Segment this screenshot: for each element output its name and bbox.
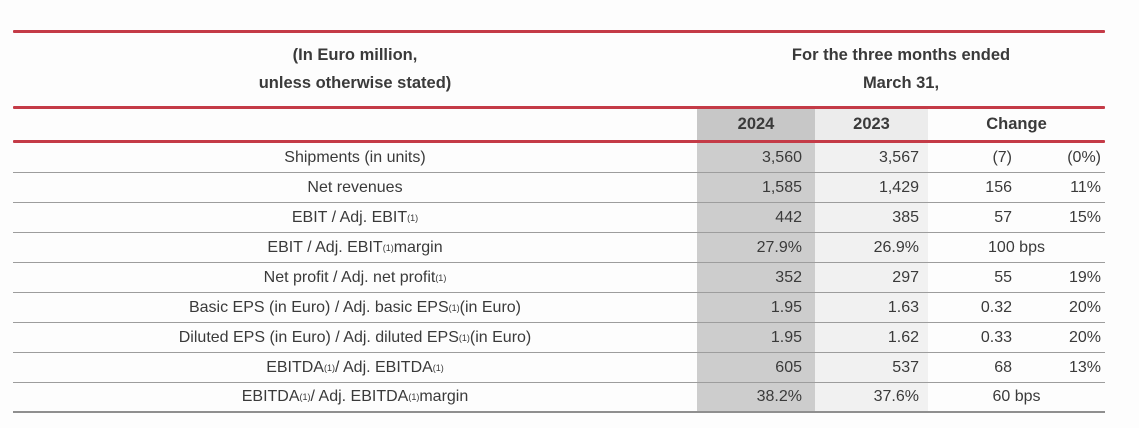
table-row: Basic EPS (in Euro) / Adj. basic EPS (1) … bbox=[13, 293, 1105, 323]
cell-2023: 537 bbox=[815, 353, 928, 382]
row-label: Net revenues bbox=[307, 178, 403, 196]
cell-2024: 1.95 bbox=[697, 293, 815, 322]
cell-2024: 1,585 bbox=[697, 173, 815, 202]
table-row: Diluted EPS (in Euro) / Adj. diluted EPS… bbox=[13, 323, 1105, 353]
financial-results-table: (In Euro million, unless otherwise state… bbox=[13, 30, 1105, 413]
table-row: EBITDA (1) / Adj. EBITDA (1) margin 38.2% 37… bbox=[13, 383, 1105, 413]
row-label: Net profit / Adj. net profit (1) bbox=[263, 268, 447, 286]
cell-2023: 37.6% bbox=[815, 383, 928, 411]
cell-2024: 352 bbox=[697, 263, 815, 292]
table-row: Net revenues 1,585 1,429 156 11% bbox=[13, 173, 1105, 203]
column-header-2023: 2023 bbox=[815, 109, 928, 140]
table-row: EBIT / Adj. EBIT (1) margin 27.9% 26.9% 100 … bbox=[13, 233, 1105, 263]
cell-2024: 1.95 bbox=[697, 323, 815, 352]
period-line1: For the three months ended bbox=[791, 46, 1011, 64]
cell-change-pct: 20% bbox=[1068, 298, 1101, 316]
row-label: Basic EPS (in Euro) / Adj. basic EPS (1) … bbox=[188, 298, 522, 316]
cell-2024: 38.2% bbox=[697, 383, 815, 411]
table-row: Shipments (in units) 3,560 3,567 (7) (0%) bbox=[13, 143, 1105, 173]
cell-change-abs: 0.33 bbox=[980, 328, 1012, 346]
period-header: For the three months ended March 31, bbox=[697, 41, 1105, 97]
cell-change-pct: 19% bbox=[1068, 268, 1101, 286]
cell-2024: 605 bbox=[697, 353, 815, 382]
table-header: (In Euro million, unless otherwise state… bbox=[13, 33, 1105, 106]
table-row: EBIT / Adj. EBIT (1) 442 385 57 15% bbox=[13, 203, 1105, 233]
cell-2023: 26.9% bbox=[815, 233, 928, 262]
column-header-2024: 2024 bbox=[697, 109, 815, 140]
cell-2024: 3,560 bbox=[697, 143, 815, 172]
cell-change-pct: 13% bbox=[1068, 358, 1101, 376]
table-rows: Shipments (in units) 3,560 3,567 (7) (0%) Net… bbox=[13, 143, 1105, 413]
cell-change-abs: 55 bbox=[994, 268, 1012, 286]
cell-change-abs: 68 bbox=[994, 358, 1012, 376]
row-label: Diluted EPS (in Euro) / Adj. diluted EPS… bbox=[178, 328, 532, 346]
row-label: EBITDA (1) / Adj. EBITDA (1) margin bbox=[241, 388, 469, 405]
column-header-rule bbox=[13, 140, 1105, 143]
cell-change: 100 bps bbox=[988, 238, 1045, 256]
unit-note: (In Euro million, unless otherwise state… bbox=[13, 41, 697, 97]
unit-note-line2: unless otherwise stated) bbox=[258, 74, 452, 92]
cell-change-pct: 15% bbox=[1068, 208, 1101, 226]
cell-change-abs: 0.32 bbox=[980, 298, 1012, 316]
cell-2024: 27.9% bbox=[697, 233, 815, 262]
table-row: EBITDA (1) / Adj. EBITDA (1) 605 537 68 13% bbox=[13, 353, 1105, 383]
cell-2023: 1.63 bbox=[815, 293, 928, 322]
cell-change-abs: 156 bbox=[985, 178, 1012, 196]
period-line2: March 31, bbox=[862, 74, 940, 92]
cell-change: 60 bps bbox=[992, 388, 1041, 405]
cell-change-pct: 20% bbox=[1068, 328, 1101, 346]
row-label: Shipments (in units) bbox=[284, 148, 426, 166]
row-label: EBIT / Adj. EBIT (1) margin bbox=[267, 238, 443, 256]
top-rule bbox=[13, 30, 1105, 33]
column-header-change: Change bbox=[986, 115, 1047, 133]
column-header-row: 2024 2023 Change bbox=[13, 109, 1105, 140]
cell-change-abs: 57 bbox=[994, 208, 1012, 226]
header-rule bbox=[13, 106, 1105, 109]
row-label: EBITDA (1) / Adj. EBITDA (1) bbox=[266, 358, 444, 376]
cell-change-pct: (0%) bbox=[1067, 148, 1101, 166]
cell-2023: 385 bbox=[815, 203, 928, 232]
row-label: EBIT / Adj. EBIT (1) bbox=[291, 208, 419, 226]
cell-2023: 1.62 bbox=[815, 323, 928, 352]
cell-change-abs: (7) bbox=[992, 148, 1012, 166]
table-row: Net profit / Adj. net profit (1) 352 297 55 1… bbox=[13, 263, 1105, 293]
cell-2023: 297 bbox=[815, 263, 928, 292]
cell-change-pct: 11% bbox=[1070, 178, 1101, 196]
cell-2023: 3,567 bbox=[815, 143, 928, 172]
column-header-spacer bbox=[13, 109, 697, 140]
unit-note-line1: (In Euro million, bbox=[292, 46, 418, 64]
cell-2024: 442 bbox=[697, 203, 815, 232]
cell-2023: 1,429 bbox=[815, 173, 928, 202]
